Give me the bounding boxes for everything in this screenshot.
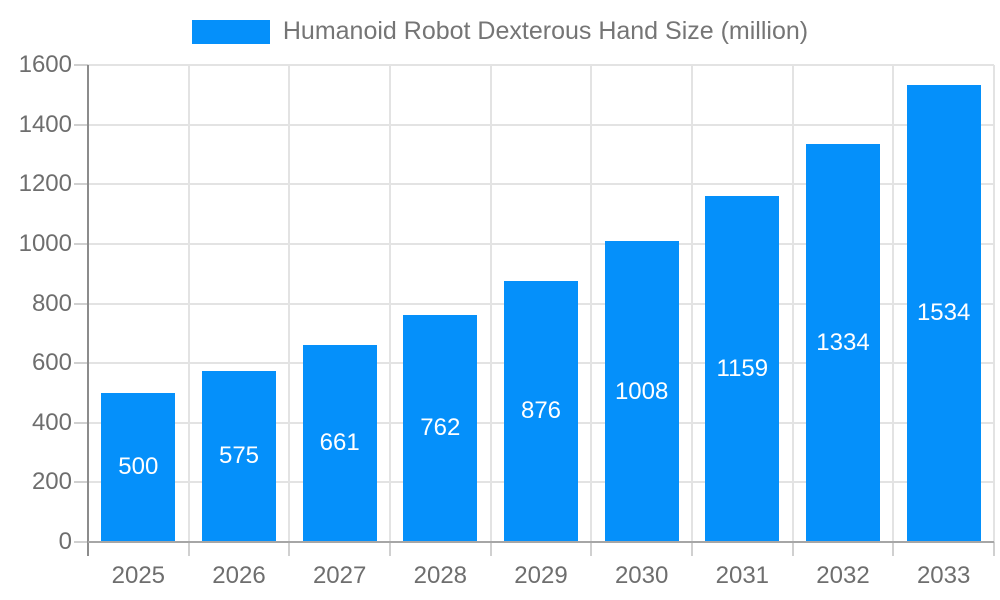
legend-swatch	[191, 19, 270, 44]
y-axis-label: 200	[31, 468, 72, 496]
x-axis-tick	[187, 542, 190, 556]
bar-2029[interactable]	[504, 280, 578, 542]
bar-value-label: 1534	[916, 299, 971, 327]
bar-2032[interactable]	[806, 144, 880, 542]
x-axis-tick	[389, 542, 391, 556]
y-axis-tick	[74, 123, 88, 126]
y-axis-label: 400	[31, 408, 72, 436]
bar-value-label: 1008	[614, 377, 669, 405]
y-gridline	[88, 123, 994, 126]
y-axis-label: 1000	[18, 229, 72, 257]
y-axis-label: 600	[31, 349, 72, 377]
y-axis-tick	[74, 541, 88, 543]
x-gridline	[791, 65, 794, 542]
bar-2028[interactable]	[403, 314, 478, 542]
x-axis-tick	[691, 542, 693, 556]
x-axis-tick	[590, 542, 593, 556]
bar-value-label: 1334	[816, 329, 870, 357]
x-gridline	[187, 65, 190, 542]
x-axis-label-2026: 2026	[212, 562, 266, 589]
x-axis-tick	[489, 542, 492, 556]
x-axis-tick	[993, 542, 995, 556]
y-axis-label: 800	[31, 289, 72, 317]
y-axis-tick	[74, 481, 88, 484]
bar-2030[interactable]	[604, 241, 679, 542]
y-axis-label: 1400	[18, 110, 72, 138]
bar-2033[interactable]	[906, 84, 981, 542]
bar-value-label: 661	[319, 429, 360, 457]
y-gridline	[88, 242, 994, 245]
y-axis-tick	[74, 183, 88, 186]
x-gridline	[288, 65, 291, 542]
chart-legend[interactable]: Humanoid Robot Dexterous Hand Size (mill…	[0, 17, 1000, 46]
y-axis-label: 1600	[18, 51, 72, 78]
legend-label: Humanoid Robot Dexterous Hand Size (mill…	[282, 17, 809, 45]
bar-2025[interactable]	[101, 392, 176, 542]
bar-2027[interactable]	[302, 344, 377, 542]
x-axis-label-2030: 2030	[614, 562, 669, 589]
y-axis-label: 1200	[18, 170, 72, 198]
x-axis-label-2032: 2032	[816, 562, 870, 589]
x-gridline	[892, 65, 895, 542]
x-axis-label-2033: 2033	[916, 562, 971, 589]
x-gridline	[691, 65, 693, 542]
x-axis-tick	[288, 542, 291, 556]
bar-2031[interactable]	[705, 196, 780, 542]
x-axis-tick	[791, 542, 794, 556]
y-axis-tick	[74, 362, 88, 365]
y-axis-tick	[74, 302, 88, 305]
y-gridline	[88, 64, 994, 66]
x-gridline	[389, 65, 391, 542]
x-gridline	[590, 65, 593, 542]
bar-value-label: 762	[420, 414, 461, 442]
bar-value-label: 500	[118, 453, 159, 481]
x-axis-label-2025: 2025	[111, 562, 166, 589]
x-axis-label-2029: 2029	[514, 562, 568, 589]
x-axis-label-2028: 2028	[413, 562, 468, 589]
y-axis-tick	[74, 242, 88, 245]
x-gridline	[489, 65, 492, 542]
x-axis-line	[88, 541, 994, 543]
x-axis-tick	[892, 542, 895, 556]
bar-value-label: 876	[520, 397, 562, 425]
bar-value-label: 1159	[716, 355, 769, 383]
bar-value-label: 575	[218, 442, 260, 470]
bar-2026[interactable]	[202, 370, 276, 542]
y-axis-line	[87, 65, 89, 556]
y-axis-tick	[74, 64, 88, 66]
x-axis-label-2027: 2027	[312, 562, 367, 589]
y-axis-label: 0	[58, 528, 72, 555]
x-axis-label-2031: 2031	[715, 562, 770, 589]
y-gridline	[88, 183, 994, 186]
x-gridline	[993, 65, 995, 542]
y-axis-tick	[74, 421, 88, 424]
